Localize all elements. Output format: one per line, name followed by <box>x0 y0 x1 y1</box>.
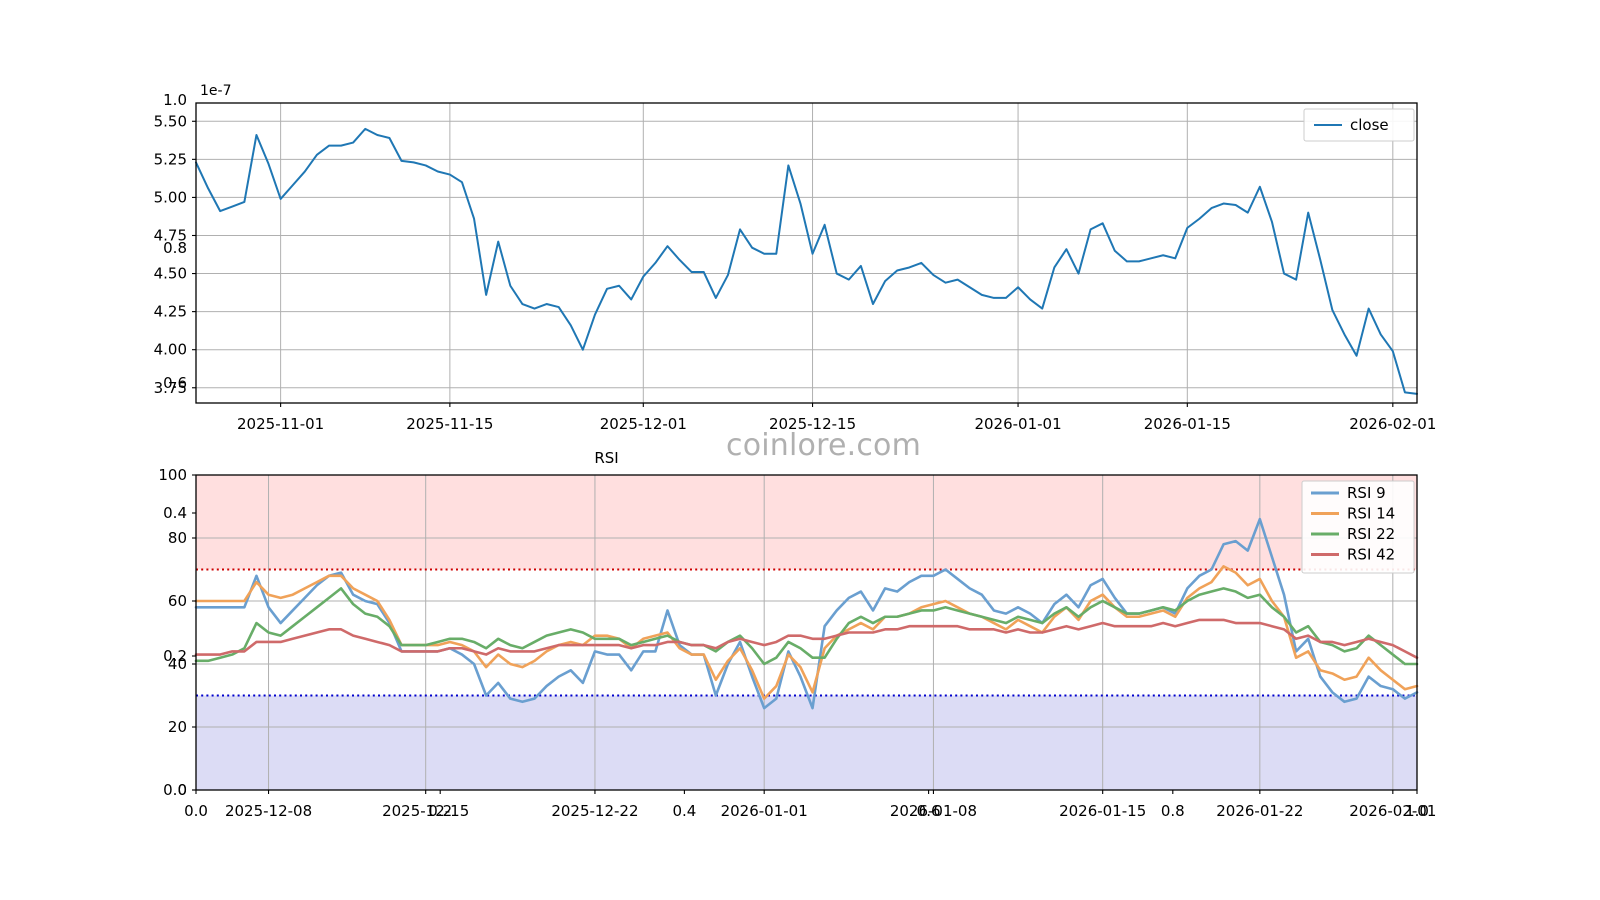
price-y-tick-label: 3.75 <box>154 379 187 397</box>
rsi-x-tick-label-secondary: 0.2 <box>428 802 452 820</box>
watermark-label: coinlore.com <box>726 428 922 463</box>
rsi-band <box>196 695 1417 790</box>
rsi-x-tick-label: 2026-01-22 <box>1216 802 1303 820</box>
price-gridlines <box>196 103 1417 403</box>
rsi-y-tick-label-secondary: 0.4 <box>163 504 187 522</box>
rsi-threshold-lines <box>196 568 1417 697</box>
price-chart-panel: 3.75 4.00 4.25 4.50 4.75 5.00 5.25 5.50 0.6 0.8 1.… <box>154 83 1437 433</box>
price-y-axis: 3.75 4.00 4.25 4.50 4.75 5.00 5.25 5.50 <box>154 112 196 397</box>
rsi-legend-box <box>1301 480 1415 574</box>
price-close-line <box>195 127 1418 395</box>
rsi-x-tick-label-secondary: 0.0 <box>184 802 208 820</box>
price-y-tick-label-secondary: 0.6 <box>163 374 187 392</box>
rsi-x-tick-label-secondary: 1.0 <box>1405 802 1429 820</box>
rsi-x-axis: 2025-12-08 2025-12-15 2025-12-22 2026-01-01… <box>225 790 1436 820</box>
rsi-x-tick-label: 2026-01-01 <box>721 802 808 820</box>
rsi-line-rsi-22 <box>194 587 1419 666</box>
price-x-tick-label: 2026-01-01 <box>974 415 1061 433</box>
rsi-y-axis: 0 20 40 60 80 100 <box>158 466 196 799</box>
rsi-x-tick-label-secondary: 0.4 <box>672 802 696 820</box>
rsi-y-tick-label: 20 <box>168 718 187 736</box>
price-y-offset-label: 1e-7 <box>200 83 231 99</box>
price-y-tick-label: 4.50 <box>154 265 187 283</box>
rsi-title: RSI <box>594 449 618 467</box>
price-x-axis: 2025-11-01 2025-11-15 2025-12-01 2025-12-15… <box>237 403 1436 433</box>
price-y-tick-label: 4.25 <box>154 303 187 321</box>
price-y-tick-label: 4.00 <box>154 341 187 359</box>
price-y-tick-label: 5.00 <box>154 188 187 206</box>
rsi-line-rsi-9 <box>194 517 1419 710</box>
price-y-tick-label-secondary: 0.8 <box>163 239 187 257</box>
legend-label-rsi-22: RSI 22 <box>1347 525 1395 543</box>
rsi-x-tick-label: 2025-12-15 <box>382 802 469 820</box>
rsi-x-tick-label-secondary: 0.6 <box>917 802 941 820</box>
price-x-tick-label: 2025-12-01 <box>600 415 687 433</box>
legend-label-rsi-9: RSI 9 <box>1347 484 1386 502</box>
rsi-y-axis-secondary: 0.0 0.2 0.4 <box>163 504 196 799</box>
rsi-line-rsi-42 <box>194 618 1419 659</box>
rsi-y-tick-label: 0 <box>177 781 187 799</box>
price-legend-box <box>1303 108 1415 142</box>
price-y-tick-label: 5.50 <box>154 112 187 130</box>
rsi-y-tick-label: 80 <box>168 529 187 547</box>
price-y-tick-label: 5.25 <box>154 150 187 168</box>
price-axes-frame <box>195 102 1418 404</box>
legend-label-close: close <box>1350 116 1389 134</box>
price-x-tick-label: 2026-02-01 <box>1349 415 1436 433</box>
rsi-x-tick-label-secondary: 0.8 <box>1161 802 1185 820</box>
price-legend: close <box>1303 108 1415 142</box>
price-y-axis-secondary: 0.6 0.8 1.0 <box>163 91 187 392</box>
price-y-tick-label-secondary: 1.0 <box>163 91 187 109</box>
rsi-y-tick-label: 40 <box>168 655 187 673</box>
rsi-x-tick-label: 2026-01-15 <box>1059 802 1146 820</box>
rsi-shaded-bands <box>196 475 1417 790</box>
price-axes-spines <box>195 102 1418 404</box>
rsi-y-tick-label: 60 <box>168 592 187 610</box>
price-plot-background <box>196 103 1417 403</box>
rsi-legend: RSI 9 RSI 14 RSI 22 RSI 42 <box>1301 480 1415 574</box>
price-x-tick-label: 2025-12-15 <box>769 415 856 433</box>
price-y-tick-label: 4.75 <box>154 226 187 244</box>
rsi-x-tick-label: 2025-12-22 <box>551 802 638 820</box>
rsi-series-group <box>194 517 1419 710</box>
rsi-y-tick-label-secondary: 0.2 <box>163 647 187 665</box>
rsi-y-tick-label-secondary: 0.0 <box>163 781 187 799</box>
price-x-tick-label: 2025-11-15 <box>406 415 493 433</box>
legend-label-rsi-42: RSI 42 <box>1347 546 1395 564</box>
legend-label-rsi-14: RSI 14 <box>1347 505 1395 523</box>
rsi-band <box>196 475 1417 570</box>
rsi-x-tick-label: 2025-12-08 <box>225 802 312 820</box>
price-x-tick-label: 2025-11-01 <box>237 415 324 433</box>
rsi-x-tick-label: 2026-01-08 <box>890 802 977 820</box>
rsi-x-tick-label: 2026-02-01 <box>1349 802 1436 820</box>
rsi-x-axis-secondary: 0.0 0.2 0.4 0.6 0.8 1.0 <box>184 790 1429 820</box>
rsi-axes-frame <box>195 474 1418 791</box>
price-x-tick-label: 2026-01-15 <box>1144 415 1231 433</box>
rsi-y-tick-label: 100 <box>158 466 187 484</box>
